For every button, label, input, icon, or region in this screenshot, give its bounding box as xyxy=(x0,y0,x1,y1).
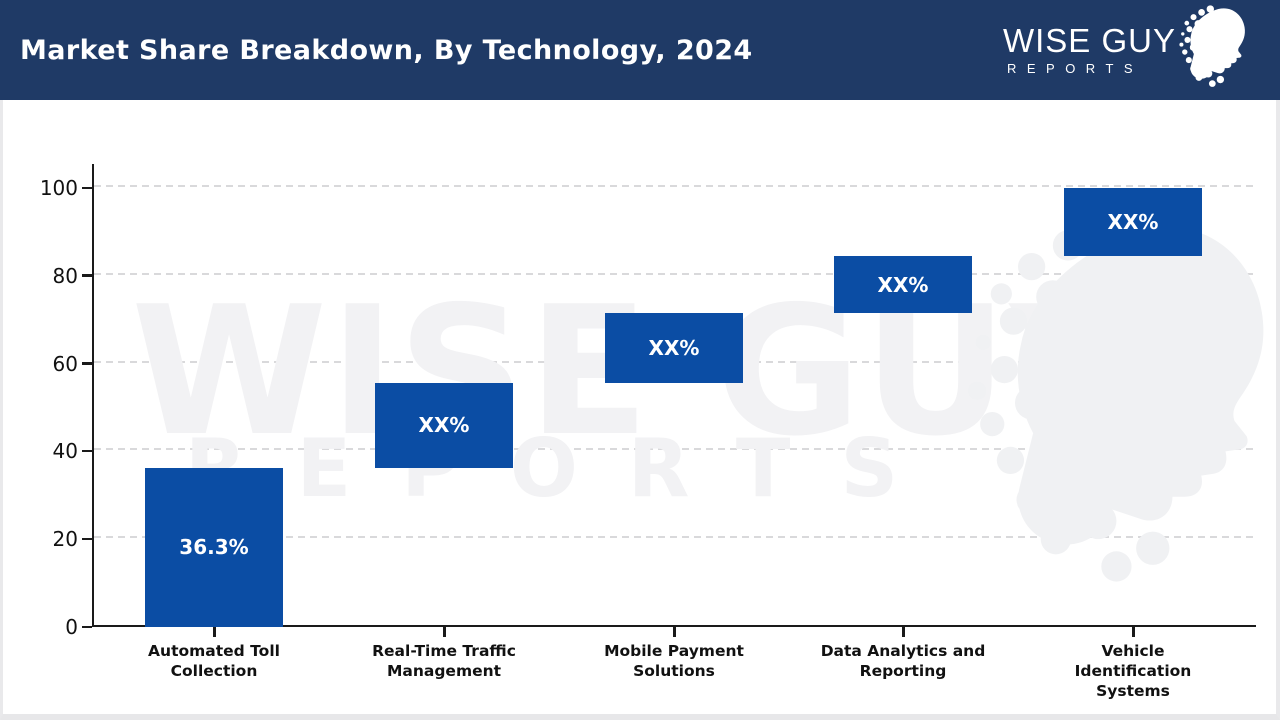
bar-value-label: XX% xyxy=(648,336,700,361)
y-tick-0 xyxy=(82,625,92,628)
brand-name: WISE GUY xyxy=(1002,22,1176,59)
head-profile-logo-icon xyxy=(1179,5,1245,87)
bar-value-label: XX% xyxy=(418,413,470,438)
x-tick-data-analytics-and-reporting xyxy=(902,627,905,637)
y-tick-100 xyxy=(82,186,92,189)
y-tick-label-80: 80 xyxy=(52,263,78,288)
y-tick-label-20: 20 xyxy=(52,527,78,552)
chart-canvas: WISE GUY REPORTS 0 20 40 60 80 100 36.3% Automa… xyxy=(0,100,1280,720)
y-tick-label-60: 60 xyxy=(52,351,78,376)
y-tick-40 xyxy=(82,449,92,453)
y-tick-60 xyxy=(82,362,92,365)
y-tick-20 xyxy=(82,537,92,541)
y-tick-label-40: 40 xyxy=(52,439,78,464)
x-category-label-automated-toll-collection: Automated Toll Collection xyxy=(148,642,280,680)
bar-real-time-traffic-management: XX% xyxy=(375,382,513,468)
plot-area: 0 20 40 60 80 100 36.3% Automated Toll Collecti… xyxy=(40,164,1256,700)
gridline-80 xyxy=(94,272,1258,275)
y-tick-label-100: 100 xyxy=(39,176,78,200)
bar-value-label: XX% xyxy=(877,272,929,297)
bar-value-label: 36.3% xyxy=(179,535,249,560)
brand-subtitle: REPORTS xyxy=(1006,61,1144,76)
y-tick-80 xyxy=(82,274,92,277)
watermark-text-2: REPORTS xyxy=(185,422,949,515)
bar-value-label: XX% xyxy=(1107,210,1159,235)
page-title: Market Share Breakdown, By Technology, 2… xyxy=(20,34,753,66)
gridline-100 xyxy=(94,185,1258,187)
brand-logo-text: WISE GUY REPORTS xyxy=(1002,22,1176,77)
brand-logo: WISE GUY REPORTS xyxy=(1003,3,1266,97)
x-category-label-mobile-payment-solutions: Mobile Payment Solutions xyxy=(604,642,744,680)
bar-mobile-payment-solutions: XX% xyxy=(605,313,743,383)
bar-data-analytics-and-reporting: XX% xyxy=(834,256,972,314)
x-tick-vehicle-identification-systems xyxy=(1132,627,1135,637)
x-category-label-data-analytics-and-reporting: Data Analytics and Reporting xyxy=(820,642,986,680)
y-tick-label-0: 0 xyxy=(65,615,78,639)
bar-automated-toll-collection: 36.3% xyxy=(145,467,283,627)
x-category-label-real-time-traffic-management: Real-Time Traffic Management xyxy=(372,642,516,680)
x-category-label-vehicle-identification-systems: Vehicle Identification Systems xyxy=(1074,642,1192,700)
header-bar: Market Share Breakdown, By Technology, 2… xyxy=(0,0,1280,100)
gridline-40 xyxy=(94,448,1258,451)
x-tick-real-time-traffic-management xyxy=(443,627,446,637)
watermark-head-profile-icon xyxy=(968,213,1264,582)
x-tick-mobile-payment-solutions xyxy=(673,627,676,637)
x-tick-automated-toll-collection xyxy=(213,627,216,637)
gridline-20 xyxy=(94,536,1258,539)
bar-vehicle-identification-systems: XX% xyxy=(1064,188,1202,257)
